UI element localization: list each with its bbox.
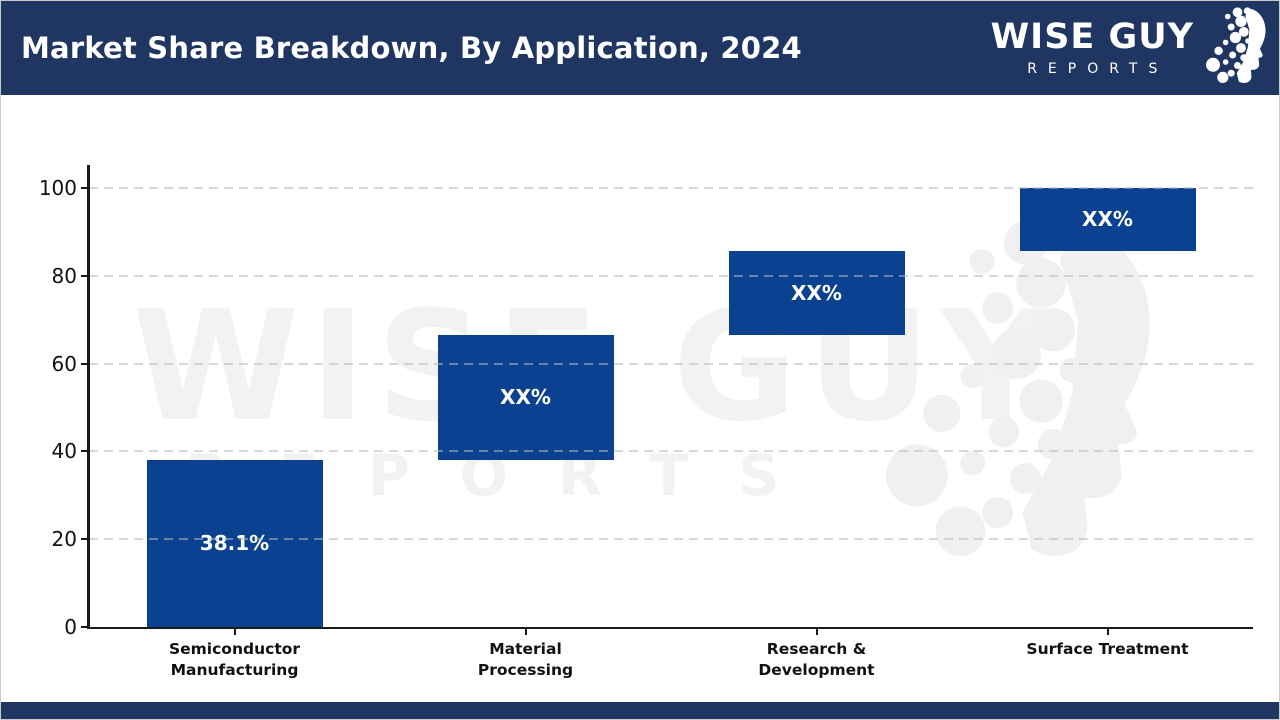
header-bar: Market Share Breakdown, By Application, … bbox=[0, 0, 1280, 95]
y-tick-mark bbox=[81, 187, 88, 189]
bar-value-label: XX% bbox=[500, 385, 551, 410]
x-category-label-line: Semiconductor bbox=[168, 640, 301, 658]
waterfall-bar: XX% bbox=[1019, 188, 1196, 251]
gridline bbox=[89, 187, 1253, 189]
gridline bbox=[89, 538, 1253, 541]
y-tick-label: 20 bbox=[51, 527, 77, 552]
bar-value-label: XX% bbox=[791, 280, 842, 305]
gridline bbox=[89, 274, 1253, 277]
x-tick-mark bbox=[815, 629, 818, 635]
waterfall-bar: XX% bbox=[437, 334, 614, 460]
x-category-label: Surface Treatment bbox=[963, 639, 1253, 660]
page-title: Market Share Breakdown, By Application, … bbox=[21, 30, 802, 65]
y-tick-mark bbox=[81, 538, 88, 541]
logo-wordmark: WISE GUY bbox=[990, 17, 1194, 57]
x-category-label-line: Research & bbox=[766, 640, 867, 658]
x-category-label: Research & Development bbox=[672, 639, 962, 681]
gridline bbox=[89, 362, 1253, 365]
x-category-label-line: Material bbox=[489, 640, 562, 658]
gridline bbox=[89, 450, 1253, 453]
y-tick-label: 100 bbox=[38, 176, 77, 200]
bar-value-label: XX% bbox=[1082, 207, 1133, 232]
x-category-label: Semiconductor Manufacturing bbox=[90, 639, 380, 681]
x-tick-mark bbox=[233, 629, 236, 635]
y-axis-line bbox=[87, 165, 90, 629]
wise-guy-logo: WISE GUY REPORTS bbox=[991, 6, 1270, 90]
y-tick-mark bbox=[81, 274, 88, 277]
logo-text: WISE GUY REPORTS bbox=[991, 17, 1194, 79]
x-category-label-line: Development bbox=[758, 661, 875, 679]
x-category-label-line: Processing bbox=[477, 661, 574, 679]
y-tick-mark bbox=[81, 362, 88, 365]
bar-value-label: 38.1% bbox=[199, 531, 270, 556]
x-axis-line bbox=[87, 626, 1253, 629]
y-tick-mark bbox=[81, 626, 88, 628]
head-profile-icon bbox=[1206, 7, 1266, 83]
x-tick-mark bbox=[1106, 629, 1109, 635]
x-tick-mark bbox=[524, 629, 527, 635]
x-category-label-line: Surface Treatment bbox=[1026, 640, 1189, 658]
y-tick-label: 0 bbox=[64, 615, 77, 639]
x-category-label-line: Manufacturing bbox=[170, 661, 299, 679]
waterfall-bar: 38.1% bbox=[146, 459, 323, 627]
x-category-label: Material Processing bbox=[381, 639, 671, 681]
waterfall-bar: XX% bbox=[728, 250, 905, 335]
y-tick-mark bbox=[81, 450, 88, 453]
logo-subtitle: REPORTS bbox=[1027, 61, 1169, 77]
y-tick-label: 40 bbox=[51, 439, 77, 464]
y-tick-label: 60 bbox=[51, 351, 77, 376]
y-tick-label: 80 bbox=[51, 263, 77, 288]
footer-bar bbox=[0, 702, 1280, 720]
